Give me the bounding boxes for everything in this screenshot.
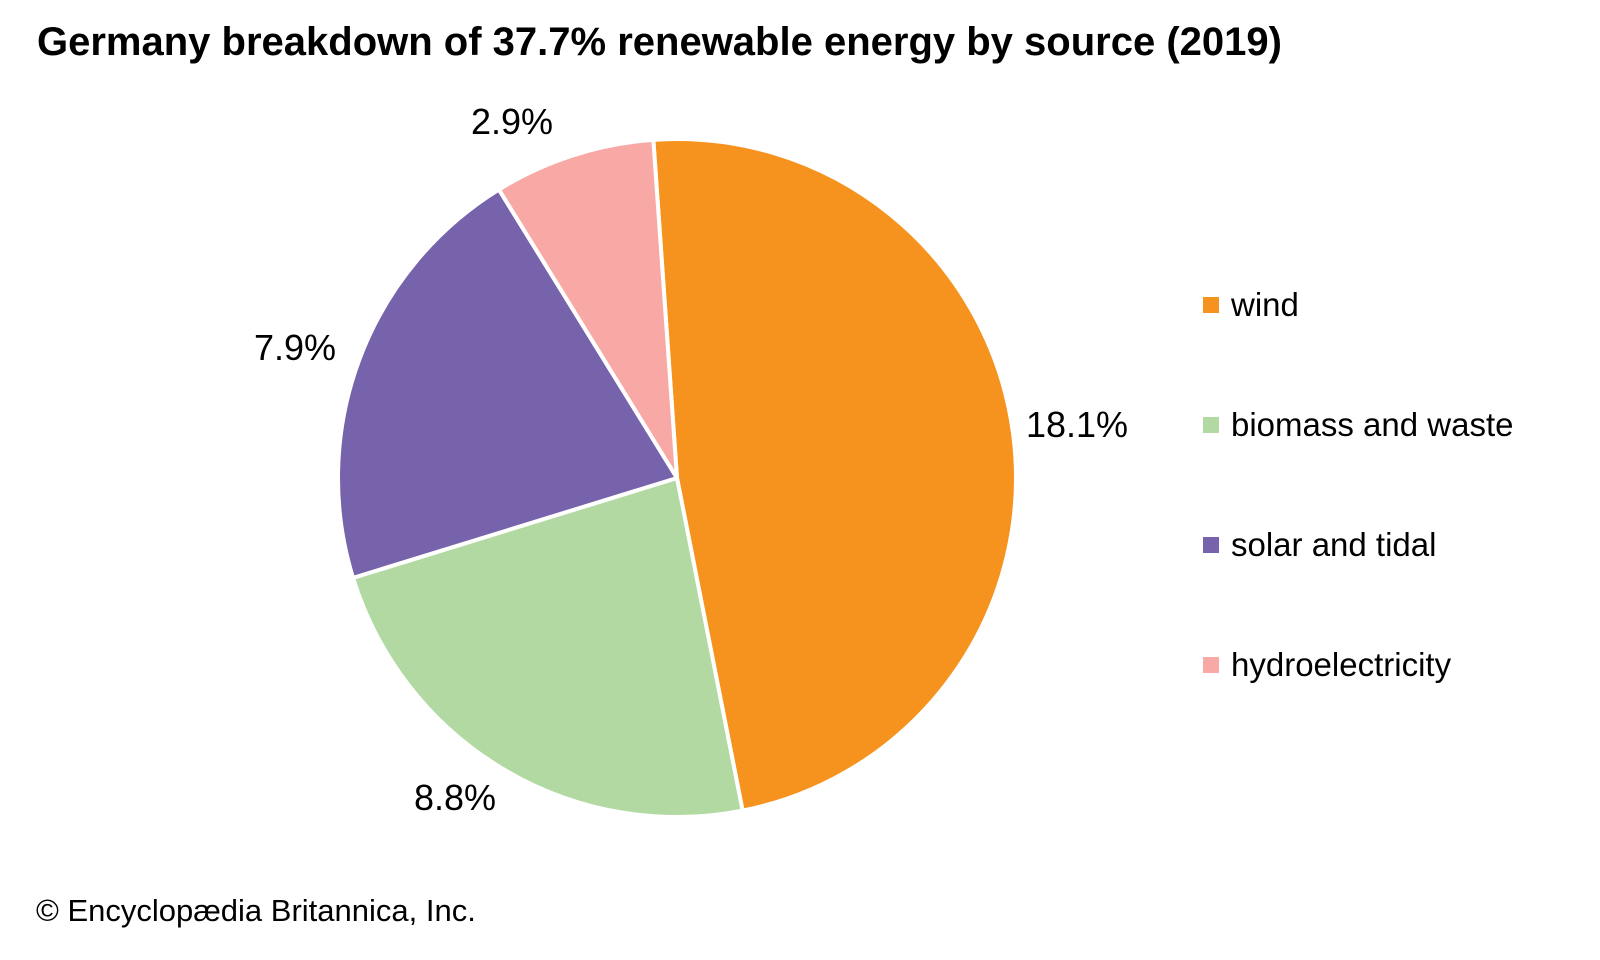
legend-label-solar-and-tidal: solar and tidal [1231,525,1437,563]
legend-swatch-biomass-icon [1203,416,1219,433]
legend-label-hydroelectricity: hydroelectricity [1231,645,1452,683]
legend-item-solar-and-tidal: solar and tidal [1203,526,1513,563]
pie-slice-wind [651,137,1018,813]
legend-label-wind: wind [1231,285,1299,323]
slice-label-solar-and-tidal: 7.9% [253,327,337,368]
legend: wind biomass and waste solar and tidal h… [1203,286,1513,683]
pie-slice-solar-and-tidal [336,187,679,580]
chart-title: Germany breakdown of 37.7% renewable ene… [37,20,1282,64]
legend-swatch-solar-icon [1203,536,1219,553]
legend-swatch-hydro-icon [1203,656,1219,673]
slice-label-hydroelectricity: 2.9% [470,101,554,142]
legend-item-hydroelectricity: hydroelectricity [1203,646,1513,683]
legend-item-biomass-and-waste: biomass and waste [1203,406,1513,443]
slice-label-biomass-and-waste: 8.8% [413,777,497,818]
pie-slice-biomass-and-waste [351,476,745,819]
legend-item-wind: wind [1203,286,1513,323]
legend-swatch-wind-icon [1203,296,1219,313]
slice-label-wind: 18.1% [1025,404,1129,445]
legend-label-biomass-and-waste: biomass and waste [1231,405,1514,443]
copyright-text: © Encyclopædia Britannica, Inc. [36,893,476,928]
pie-slice-hydroelectricity [496,137,679,480]
